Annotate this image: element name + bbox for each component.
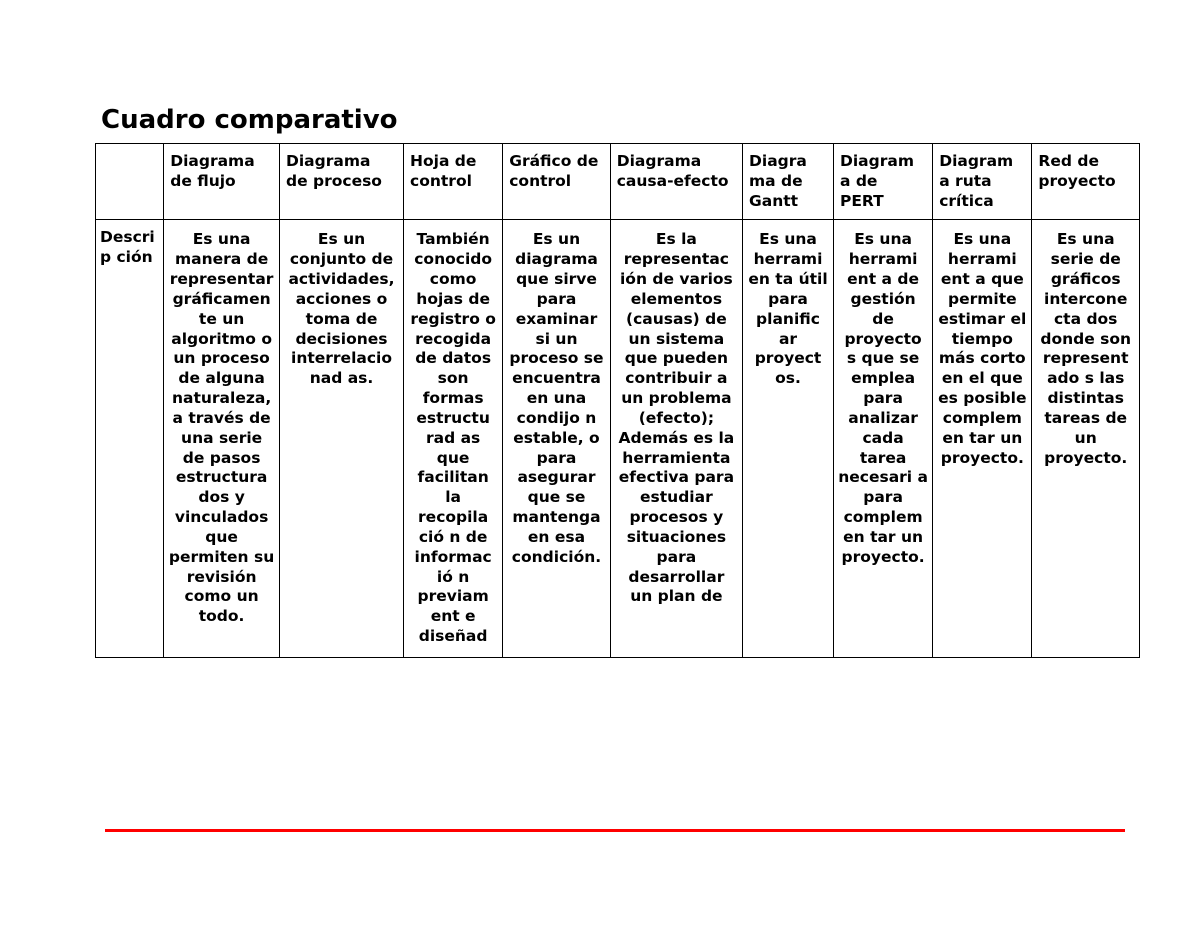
cell-causa: Es la representac ión de varios elemento… (610, 220, 742, 657)
cell-pert: Es una herrami ent a de gestión de proye… (833, 220, 932, 657)
col-header-red: Red de proyecto (1032, 144, 1140, 220)
table-row: Descri p ción Es una manera de represent… (96, 220, 1140, 657)
cell-flujo: Es una manera de representar gráficamen … (164, 220, 280, 657)
col-header-proceso: Diagrama de proceso (279, 144, 403, 220)
table-header-row: Diagrama de flujo Diagrama de proceso Ho… (96, 144, 1140, 220)
cell-hoja: También conocido como hojas de registro … (404, 220, 503, 657)
cell-gantt: Es una herrami en ta útil para planific … (743, 220, 834, 657)
page-title: Cuadro comparativo (101, 105, 1140, 135)
col-header-blank (96, 144, 164, 220)
col-header-ruta: Diagram a ruta crítica (933, 144, 1032, 220)
cell-grafico: Es un diagrama que sirve para examinar s… (503, 220, 611, 657)
col-header-gantt: Diagra ma de Gantt (743, 144, 834, 220)
cell-ruta: Es una herrami ent a que permite estimar… (933, 220, 1032, 657)
col-header-hoja: Hoja de control (404, 144, 503, 220)
col-header-causa: Diagrama causa-efecto (610, 144, 742, 220)
col-header-pert: Diagram a de PERT (833, 144, 932, 220)
cell-proceso: Es un conjunto de actividades, acciones … (279, 220, 403, 657)
horizontal-rule (105, 829, 1125, 832)
col-header-grafico: Gráfico de control (503, 144, 611, 220)
row-label: Descri p ción (96, 220, 164, 657)
cell-red: Es una serie de gráficos intercone cta d… (1032, 220, 1140, 657)
comparison-table: Diagrama de flujo Diagrama de proceso Ho… (95, 143, 1140, 658)
col-header-flujo: Diagrama de flujo (164, 144, 280, 220)
